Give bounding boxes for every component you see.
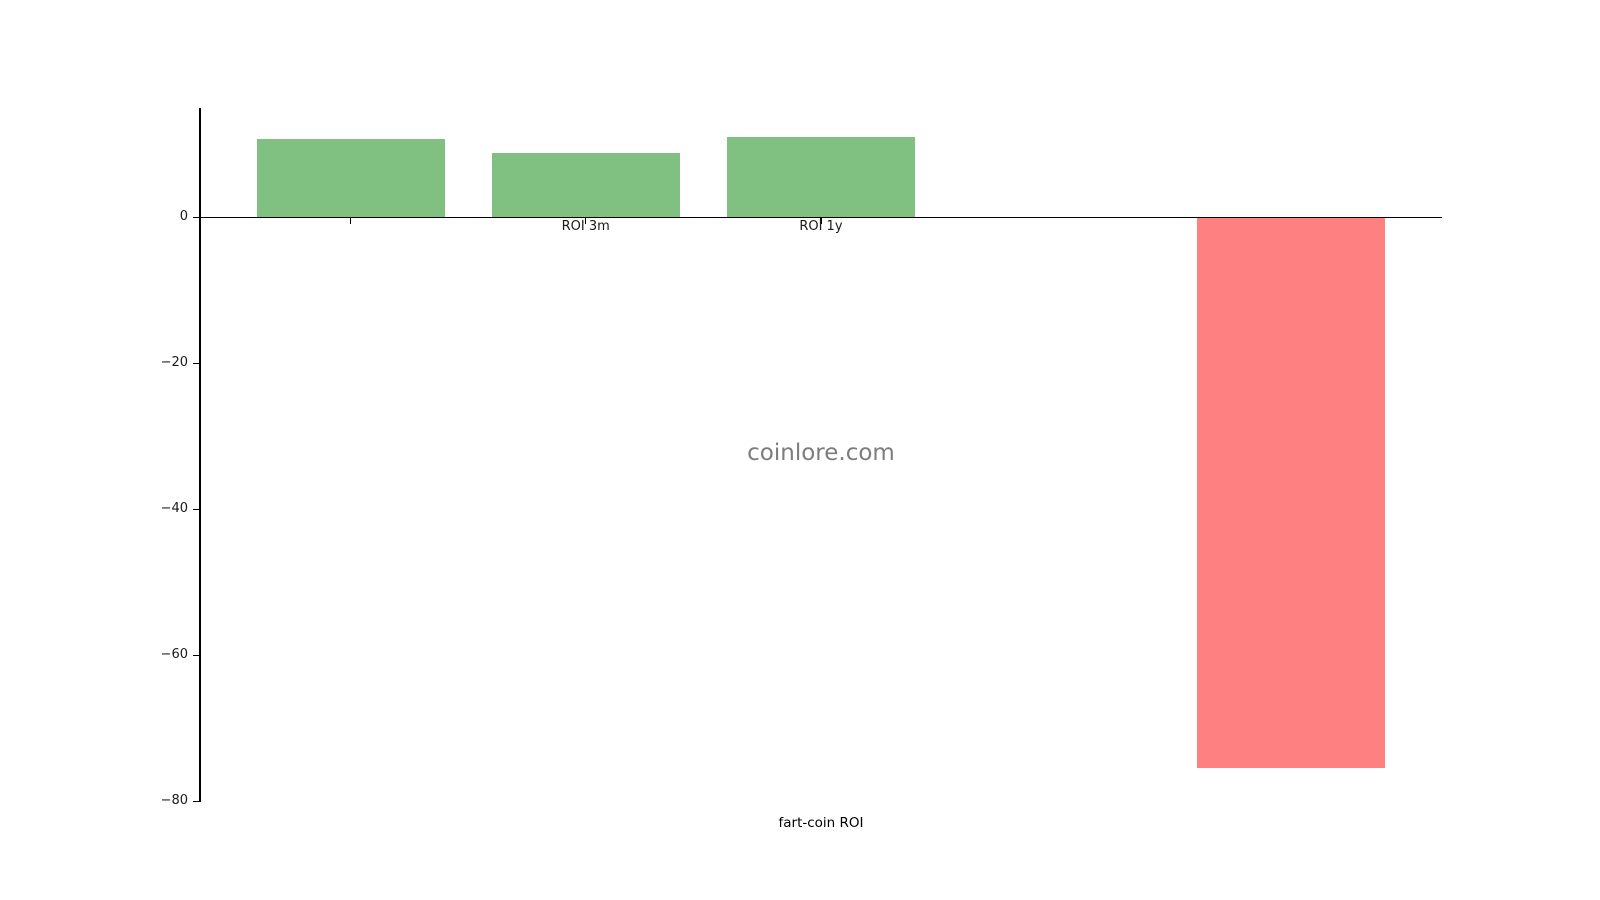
y-tick-label: −80 bbox=[160, 793, 188, 809]
bar-roi-3m bbox=[491, 153, 680, 218]
y-tick-mark bbox=[192, 216, 199, 218]
x-tick-label: ROI 1y bbox=[799, 218, 843, 234]
watermark-text: coinlore.com bbox=[747, 440, 895, 466]
bar-slot-1 bbox=[256, 139, 445, 218]
y-tick-mark bbox=[192, 654, 199, 656]
y-tick-label: −20 bbox=[160, 355, 188, 371]
x-axis-title: fart-coin ROI bbox=[778, 815, 864, 831]
y-axis-line bbox=[199, 108, 201, 802]
x-tick-mark bbox=[820, 217, 822, 225]
x-tick-mark bbox=[349, 217, 352, 225]
y-tick-label: 0 bbox=[179, 209, 188, 225]
bar-slot-5 bbox=[1197, 217, 1386, 769]
y-tick-label: −40 bbox=[160, 501, 188, 517]
bar-roi-1y bbox=[726, 137, 915, 218]
y-tick-mark bbox=[192, 800, 199, 802]
y-tick-label: −60 bbox=[160, 647, 188, 663]
x-tick-label: ROI 3m bbox=[561, 218, 610, 234]
x-tick-mark bbox=[585, 217, 587, 225]
y-tick-mark bbox=[192, 362, 199, 364]
y-tick-mark bbox=[192, 508, 199, 510]
